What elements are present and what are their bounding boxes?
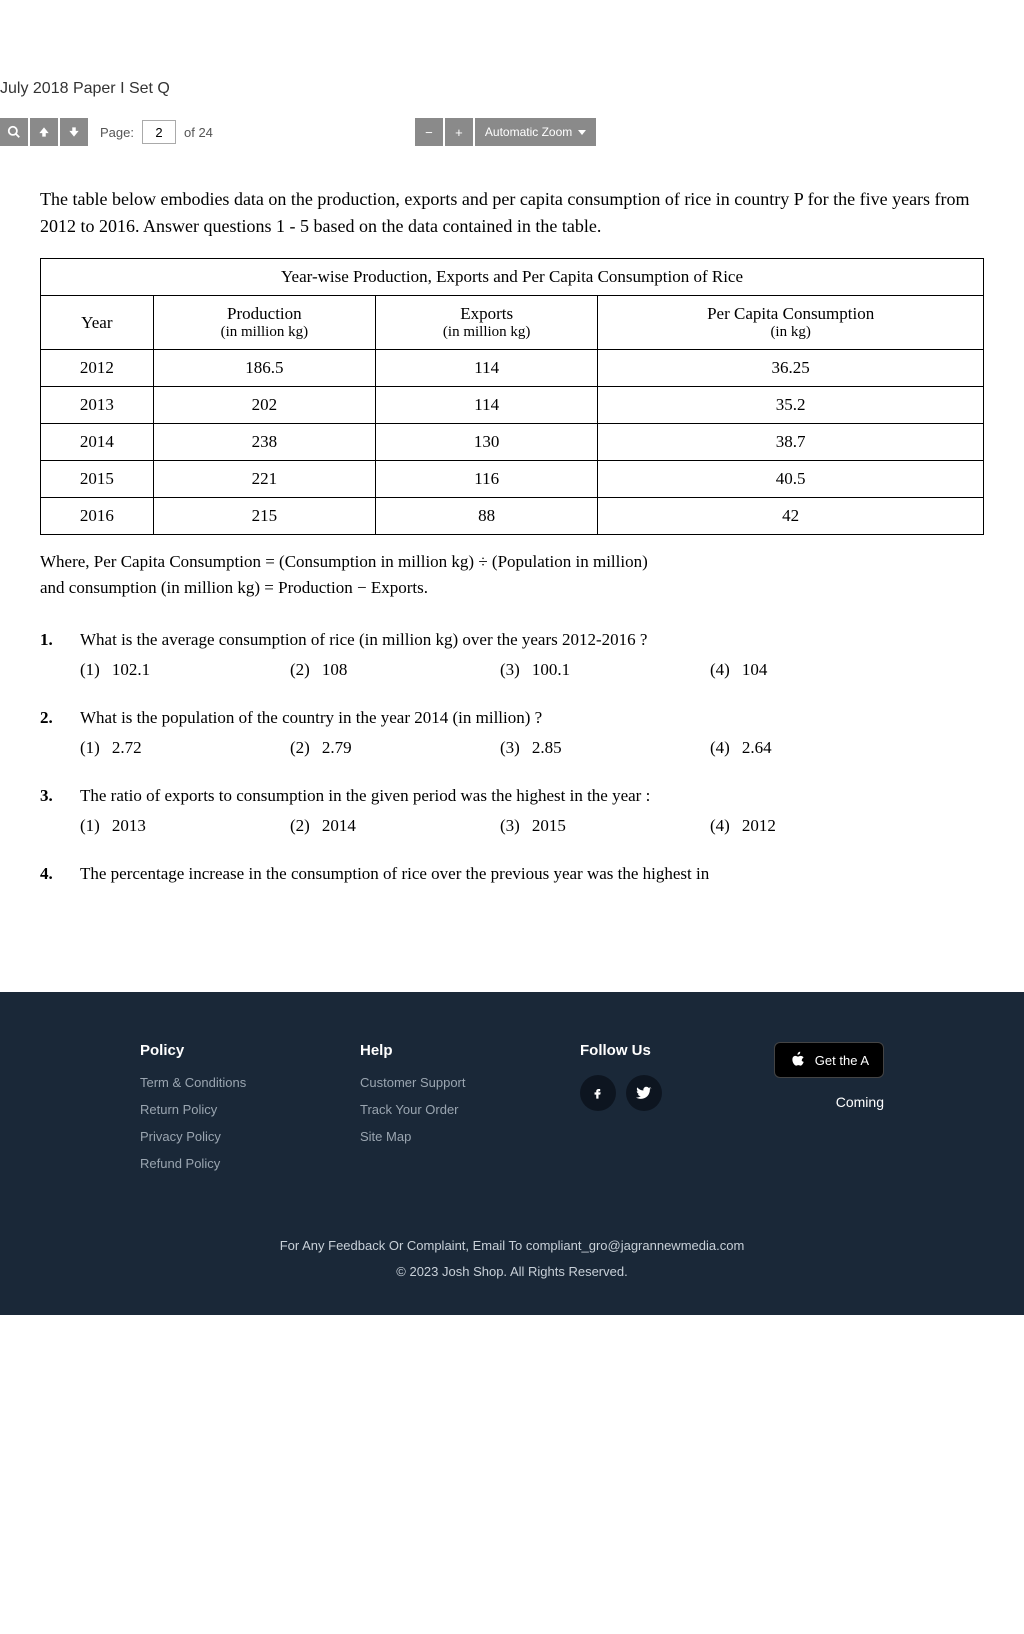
page-footer: Policy Term & Conditions Return Policy P…: [0, 992, 1024, 1315]
footer-heading: Follow Us: [580, 1042, 692, 1059]
question-number: 1.: [40, 630, 80, 680]
search-icon[interactable]: [0, 118, 28, 146]
get-app-button[interactable]: Get the A: [774, 1042, 884, 1078]
zoom-select[interactable]: Automatic Zoom: [475, 118, 596, 146]
table-note: Where, Per Capita Consumption = (Consump…: [40, 549, 984, 600]
footer-policy-col: Policy Term & Conditions Return Policy P…: [140, 1042, 280, 1183]
footer-link[interactable]: Return Policy: [140, 1102, 280, 1117]
footer-link[interactable]: Site Map: [360, 1129, 500, 1144]
table-header: Exports(in million kg): [376, 296, 598, 350]
intro-text: The table below embodies data on the pro…: [40, 186, 984, 240]
feedback-text: For Any Feedback Or Complaint, Email To …: [140, 1233, 884, 1259]
coming-soon-text: Coming: [772, 1094, 884, 1110]
answer-option[interactable]: (3)100.1: [500, 660, 650, 680]
zoom-out-button[interactable]: −: [415, 118, 443, 146]
document-content: The table below embodies data on the pro…: [0, 186, 1024, 962]
footer-follow-col: Follow Us: [580, 1042, 692, 1183]
question: 3. The ratio of exports to consumption i…: [40, 786, 984, 836]
answer-option[interactable]: (1)102.1: [80, 660, 230, 680]
answer-option[interactable]: (2)2.79: [290, 738, 440, 758]
footer-link[interactable]: Refund Policy: [140, 1156, 280, 1171]
answer-option[interactable]: (2)2014: [290, 816, 440, 836]
table-row: 201522111640.5: [41, 461, 984, 498]
answer-option[interactable]: (3)2015: [500, 816, 650, 836]
facebook-icon[interactable]: [580, 1075, 616, 1111]
answer-option[interactable]: (2)108: [290, 660, 440, 680]
footer-heading: Policy: [140, 1042, 280, 1059]
table-header: Year: [41, 296, 154, 350]
table-row: 2012186.511436.25: [41, 350, 984, 387]
question-number: 2.: [40, 708, 80, 758]
footer-link[interactable]: Privacy Policy: [140, 1129, 280, 1144]
copyright-text: © 2023 Josh Shop. All Rights Reserved.: [140, 1259, 884, 1285]
question-text: The percentage increase in the consumpti…: [80, 864, 984, 884]
chevron-down-icon: [578, 130, 586, 135]
question-number: 4.: [40, 864, 80, 894]
data-table: Year-wise Production, Exports and Per Ca…: [40, 258, 984, 535]
zoom-in-button[interactable]: +: [445, 118, 473, 146]
pdf-toolbar: Page: of 24 − + Automatic Zoom: [0, 118, 1024, 146]
footer-app-col: Get the A Coming: [772, 1042, 884, 1183]
question-text: What is the average consumption of rice …: [80, 630, 984, 650]
question: 1. What is the average consumption of ri…: [40, 630, 984, 680]
table-header-row: Year Production(in million kg) Exports(i…: [41, 296, 984, 350]
question-number: 3.: [40, 786, 80, 836]
table-row: 201320211435.2: [41, 387, 984, 424]
answer-option[interactable]: (1)2013: [80, 816, 230, 836]
footer-bottom: For Any Feedback Or Complaint, Email To …: [140, 1233, 884, 1285]
twitter-icon[interactable]: [626, 1075, 662, 1111]
answer-option[interactable]: (1)2.72: [80, 738, 230, 758]
questions-list: 1. What is the average consumption of ri…: [40, 630, 984, 894]
question-text: What is the population of the country in…: [80, 708, 984, 728]
page-total: of 24: [184, 125, 213, 140]
answer-option[interactable]: (4)2012: [710, 816, 860, 836]
page-number-input[interactable]: [142, 120, 176, 144]
answer-option[interactable]: (4)2.64: [710, 738, 860, 758]
zoom-mode-label: Automatic Zoom: [485, 125, 572, 139]
footer-link[interactable]: Customer Support: [360, 1075, 500, 1090]
footer-link[interactable]: Term & Conditions: [140, 1075, 280, 1090]
page-up-icon[interactable]: [30, 118, 58, 146]
page-label: Page:: [100, 125, 134, 140]
question-text: The ratio of exports to consumption in t…: [80, 786, 984, 806]
question: 2. What is the population of the country…: [40, 708, 984, 758]
apple-icon: [789, 1051, 807, 1069]
footer-heading: Help: [360, 1042, 500, 1059]
footer-help-col: Help Customer Support Track Your Order S…: [360, 1042, 500, 1183]
answer-option[interactable]: (3)2.85: [500, 738, 650, 758]
table-header: Production(in million kg): [153, 296, 375, 350]
table-caption: Year-wise Production, Exports and Per Ca…: [41, 259, 984, 296]
footer-link[interactable]: Track Your Order: [360, 1102, 500, 1117]
answer-option[interactable]: (4)104: [710, 660, 860, 680]
table-header: Per Capita Consumption(in kg): [598, 296, 984, 350]
page-title: July 2018 Paper I Set Q: [0, 0, 1024, 118]
table-row: 20162158842: [41, 498, 984, 535]
question: 4. The percentage increase in the consum…: [40, 864, 984, 894]
page-down-icon[interactable]: [60, 118, 88, 146]
table-row: 201423813038.7: [41, 424, 984, 461]
